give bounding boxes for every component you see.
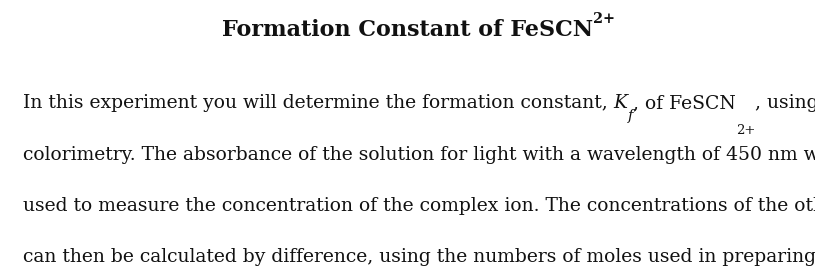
Text: can then be calculated by difference, using the numbers of moles used in prepari: can then be calculated by difference, us…	[23, 248, 815, 266]
Text: used to measure the concentration of the complex ion. The concentrations of the : used to measure the concentration of the…	[23, 197, 815, 215]
Text: Formation Constant of FeSCN: Formation Constant of FeSCN	[222, 19, 593, 41]
Text: , of FeSCN: , of FeSCN	[633, 94, 736, 112]
Text: K: K	[614, 94, 628, 112]
Text: , using: , using	[755, 94, 815, 112]
Text: 2+: 2+	[593, 12, 615, 26]
Text: 2+: 2+	[736, 124, 755, 137]
Text: In this experiment you will determine the formation constant,: In this experiment you will determine th…	[23, 94, 614, 112]
Text: f: f	[628, 109, 633, 123]
Text: colorimetry. The absorbance of the solution for light with a wavelength of 450 n: colorimetry. The absorbance of the solut…	[23, 146, 815, 164]
